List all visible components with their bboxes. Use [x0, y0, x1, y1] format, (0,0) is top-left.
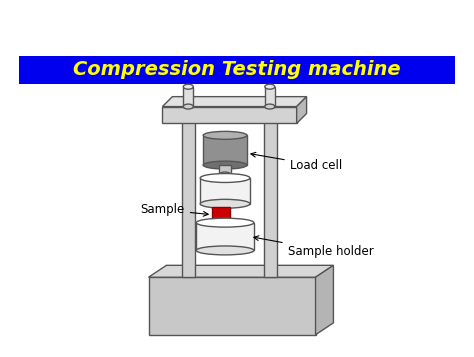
- Polygon shape: [316, 265, 333, 335]
- Ellipse shape: [203, 131, 247, 139]
- Bar: [148, 277, 316, 335]
- Text: Compression Testing machine: Compression Testing machine: [73, 60, 401, 79]
- Bar: [183, 87, 193, 106]
- Bar: [163, 106, 297, 124]
- Polygon shape: [297, 97, 307, 124]
- Bar: [196, 223, 254, 251]
- Ellipse shape: [265, 104, 275, 109]
- Bar: [219, 165, 231, 175]
- Ellipse shape: [265, 84, 275, 89]
- Text: Sample: Sample: [141, 203, 208, 216]
- Polygon shape: [148, 265, 333, 277]
- Ellipse shape: [196, 246, 254, 255]
- Bar: [212, 207, 230, 223]
- Bar: [265, 87, 275, 106]
- Ellipse shape: [196, 218, 254, 227]
- Ellipse shape: [200, 174, 250, 182]
- Bar: [200, 178, 250, 204]
- Text: Sample holder: Sample holder: [254, 236, 374, 258]
- Text: Load cell: Load cell: [251, 152, 342, 172]
- Ellipse shape: [203, 161, 247, 169]
- Bar: [264, 117, 277, 277]
- Ellipse shape: [183, 84, 193, 89]
- Ellipse shape: [183, 104, 193, 109]
- Polygon shape: [163, 97, 307, 106]
- Bar: [19, 56, 455, 84]
- Ellipse shape: [200, 199, 250, 208]
- Bar: [182, 117, 195, 277]
- Bar: [203, 135, 247, 165]
- Ellipse shape: [219, 172, 231, 178]
